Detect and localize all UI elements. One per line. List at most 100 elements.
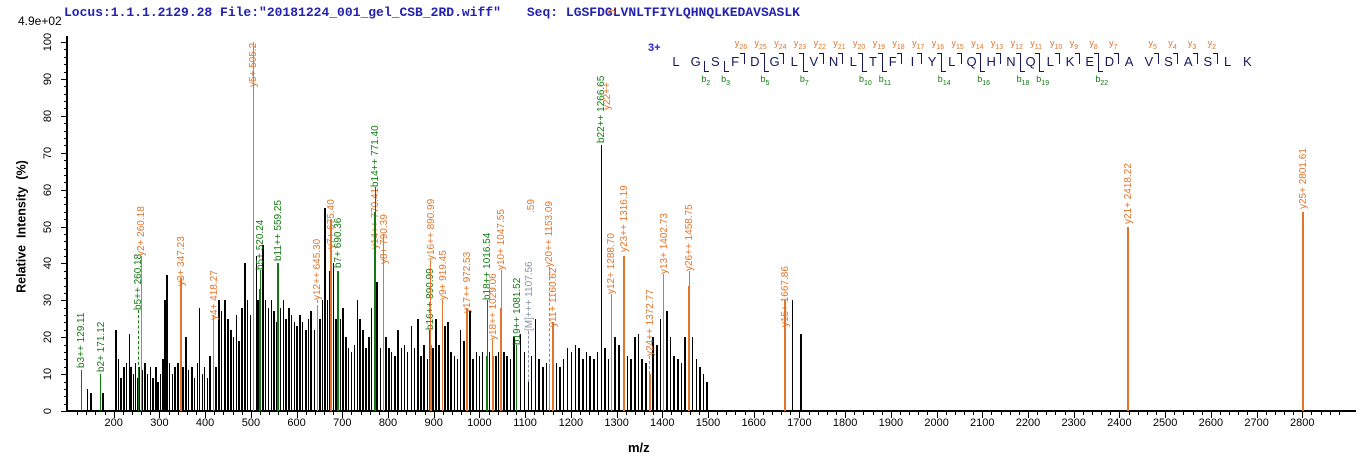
residue-letter: T — [869, 54, 877, 69]
peak — [438, 344, 440, 411]
y-tick — [61, 263, 68, 265]
y-ion-label: y14 — [971, 38, 984, 51]
y-tick — [61, 78, 68, 80]
peak — [201, 374, 204, 411]
x-tick — [95, 411, 97, 415]
peak-label: y3+ 347.23 — [176, 236, 187, 287]
b-ion-label: b2 — [701, 74, 711, 87]
residue-letter: K — [1242, 54, 1252, 69]
fragment-peak — [441, 315, 444, 411]
peak — [230, 329, 232, 411]
residue-letter: S — [711, 54, 720, 69]
x-tick — [890, 411, 892, 418]
float-label: .59 — [526, 199, 538, 213]
x-tick — [406, 411, 408, 415]
peak — [115, 329, 117, 411]
x-tick — [351, 411, 353, 415]
x-tick-label: 300 — [150, 417, 169, 429]
residue-letter: D — [1104, 54, 1115, 69]
y-tick — [64, 211, 68, 213]
peak — [406, 352, 409, 411]
x-tick-label: 2500 — [1152, 417, 1178, 429]
y-ion-label: y4 — [1168, 38, 1177, 51]
seq-text: LGSFDGLVNLTFIYLQHNQLKEDAVSASLK — [565, 5, 800, 20]
peak — [388, 348, 390, 411]
y-tick — [61, 115, 68, 117]
peak — [218, 300, 220, 411]
x-tick — [954, 411, 956, 415]
y-tick — [64, 396, 68, 398]
peak — [791, 300, 794, 411]
y-ion-label: y15 — [951, 38, 964, 51]
x-tick — [1174, 411, 1176, 415]
peak — [456, 359, 459, 411]
peak — [570, 352, 573, 411]
y-fragment-bracket — [877, 53, 883, 64]
peak — [117, 359, 119, 411]
x-tick — [1229, 411, 1231, 415]
peak — [497, 352, 500, 411]
x-tick-label: 1600 — [741, 417, 766, 429]
peak — [267, 307, 269, 411]
y-ion-label: y22 — [813, 38, 826, 51]
peak — [666, 311, 668, 411]
peak — [365, 348, 367, 411]
y-tick — [64, 71, 68, 73]
x-tick — [991, 411, 993, 415]
y-tick-label: 80 — [42, 109, 54, 122]
peak — [645, 363, 647, 411]
peak — [523, 352, 525, 411]
y-tick — [64, 145, 68, 147]
peak — [475, 352, 477, 411]
fragment-peak — [99, 374, 102, 411]
y-ion-label: y12 — [1010, 38, 1023, 51]
peak-label: b5++ 260.18 — [133, 254, 145, 311]
x-tick — [86, 411, 88, 415]
y-fragment-bracket — [858, 53, 863, 64]
peak — [353, 344, 356, 411]
peak-label: y9+ 919.45 — [437, 250, 449, 301]
x-tick — [616, 411, 618, 418]
y-fragment-bracket — [759, 53, 765, 64]
x-tick-label: 800 — [378, 417, 398, 429]
y-tick — [64, 108, 68, 110]
x-tick-label: 2300 — [1061, 417, 1086, 429]
residue-letter: F — [888, 54, 897, 69]
x-tick — [1165, 411, 1167, 418]
peak — [203, 366, 206, 411]
b-ion-label: b18 — [1016, 74, 1030, 87]
y-fragment-bracket — [1055, 53, 1060, 64]
residue-letter: N — [828, 54, 839, 69]
peak-label: y25+ 2801.61 — [1298, 147, 1309, 209]
peak-label: y8+ 790.39 — [378, 214, 390, 264]
x-tick — [141, 411, 143, 415]
y-fragment-bracket — [838, 53, 844, 64]
peak — [447, 322, 449, 411]
peak-label: y4+ 418.27 — [208, 270, 220, 321]
residue-letter: L — [672, 54, 680, 69]
x-tick-label: 400 — [195, 417, 215, 429]
peak — [656, 344, 658, 411]
peak — [296, 326, 298, 411]
peak — [270, 300, 273, 411]
peak — [397, 329, 399, 411]
peak — [589, 355, 591, 411]
x-tick — [589, 411, 591, 415]
peak-label: y5+ 505.2 — [248, 42, 260, 87]
x-tick-label: 900 — [424, 417, 443, 429]
peak — [224, 300, 226, 411]
peak-label-connector — [528, 330, 530, 382]
b-fragment-bracket — [881, 61, 887, 72]
x-tick — [653, 411, 655, 415]
peak-label-connector — [649, 356, 651, 375]
fragment-peak — [500, 307, 502, 411]
peak — [313, 329, 316, 411]
y-fragment-bracket — [779, 53, 785, 64]
x-tick — [982, 411, 984, 418]
peak-label: y18++ 1029.06 — [487, 272, 499, 340]
b-ion-label: b19 — [1036, 74, 1050, 87]
peak-label-connector — [663, 274, 664, 290]
x-tick — [973, 411, 975, 415]
x-tick — [479, 411, 481, 418]
